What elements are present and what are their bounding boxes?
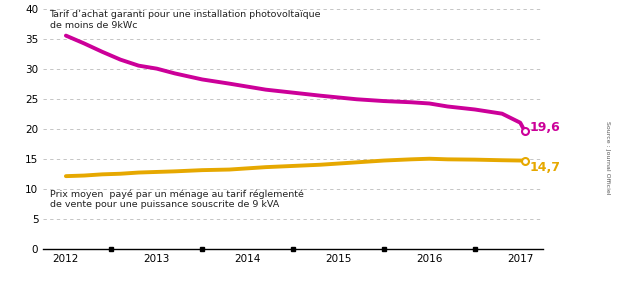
Text: 19,6: 19,6: [529, 121, 560, 134]
Text: Prix moyen  payé par un ménage au tarif réglementé: Prix moyen payé par un ménage au tarif r…: [49, 190, 304, 199]
Text: de vente pour une puissance souscrite de 9 kVA: de vente pour une puissance souscrite de…: [49, 200, 279, 209]
Text: de moins de 9kWc: de moins de 9kWc: [49, 21, 137, 29]
Text: Tarif d’achat garanti pour une installation photovoltaïque: Tarif d’achat garanti pour une installat…: [49, 10, 321, 19]
Text: 14,7: 14,7: [529, 161, 560, 174]
Text: Source : Journal Officiel: Source : Journal Officiel: [605, 121, 610, 194]
